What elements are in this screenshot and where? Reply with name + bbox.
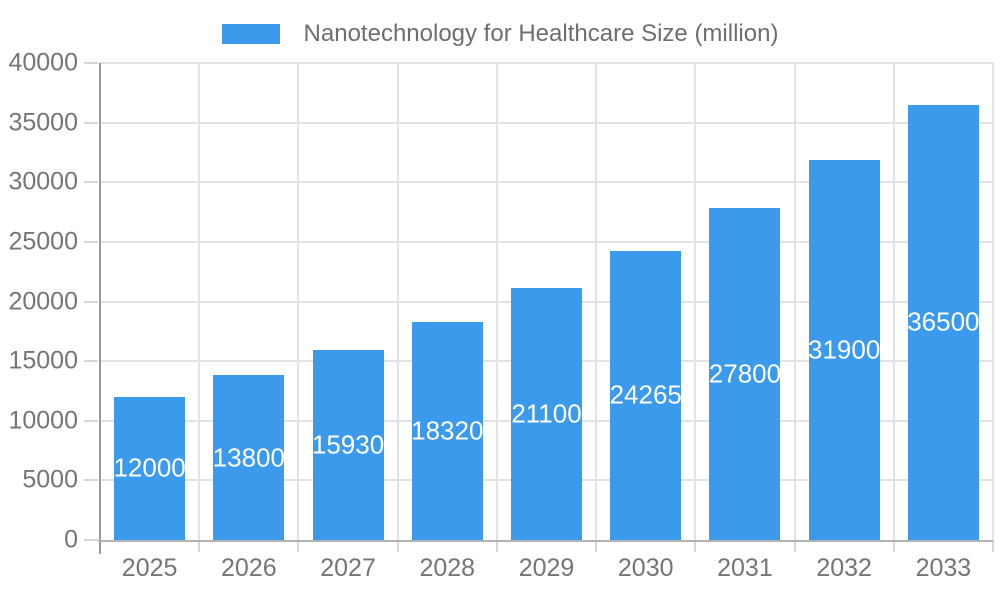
x-axis-tick xyxy=(396,540,399,552)
gridline-vertical xyxy=(297,63,300,540)
bar-2031[interactable] xyxy=(709,208,781,540)
y-axis-label: 20000 xyxy=(8,287,78,315)
y-axis-label: 30000 xyxy=(8,167,78,196)
gridline-vertical xyxy=(992,63,994,540)
y-axis-tick xyxy=(84,300,98,303)
bar-value-label: 31900 xyxy=(808,334,881,365)
x-axis-tick xyxy=(892,540,895,552)
y-axis-label: 40000 xyxy=(8,48,78,77)
x-axis-tick xyxy=(495,540,498,552)
x-axis-label: 2026 xyxy=(221,554,277,582)
y-axis-tick xyxy=(84,419,98,422)
bar-2032[interactable] xyxy=(808,159,880,540)
gridline-vertical xyxy=(892,63,895,540)
x-axis-label: 2032 xyxy=(816,554,872,582)
bar-2025[interactable] xyxy=(114,396,186,540)
bar-value-label: 15930 xyxy=(311,429,385,460)
legend-label: Nanotechnology for Healthcare Size (mill… xyxy=(303,20,779,47)
legend-item[interactable]: Nanotechnology for Healthcare Size (mill… xyxy=(0,20,1000,48)
gridline-vertical xyxy=(495,63,498,540)
gridline-horizontal xyxy=(100,240,993,243)
gridline-vertical xyxy=(198,63,201,540)
y-axis-line xyxy=(99,63,101,554)
gridline-vertical xyxy=(793,63,796,540)
x-axis-tick xyxy=(595,540,598,552)
x-axis-label: 2031 xyxy=(717,554,773,582)
gridline-vertical xyxy=(694,63,697,540)
plot-area: 12000 2025 13800 2026 15930 2027 18320 2028 2110… xyxy=(8,49,994,582)
bar-value-label: 13800 xyxy=(212,442,285,473)
gridline-vertical xyxy=(595,63,598,540)
gridline-vertical xyxy=(396,63,399,540)
bar-2026[interactable] xyxy=(213,375,285,540)
y-axis-tick xyxy=(84,181,98,184)
gridline-horizontal xyxy=(100,121,993,124)
bar-value-label: 36500 xyxy=(907,306,980,337)
bar-value-label: 24265 xyxy=(609,379,682,410)
bar-value-label: 12000 xyxy=(113,452,186,483)
gridline-horizontal xyxy=(100,62,993,64)
bar-value-label: 21100 xyxy=(511,398,582,429)
x-axis-tick xyxy=(694,540,697,552)
bar-value-label: 18320 xyxy=(411,415,484,446)
legend-swatch xyxy=(221,24,280,44)
y-axis-label: 35000 xyxy=(8,108,78,137)
x-axis-label: 2030 xyxy=(617,554,674,582)
y-axis-tick xyxy=(84,62,98,64)
x-axis-label: 2033 xyxy=(915,554,972,582)
x-axis-line xyxy=(98,540,993,542)
bar-value-label: 27800 xyxy=(708,358,782,389)
x-axis-tick xyxy=(198,540,201,552)
x-axis-label: 2025 xyxy=(121,554,178,582)
y-axis-tick xyxy=(84,240,98,243)
bar-2029[interactable] xyxy=(511,288,582,540)
y-axis-tick xyxy=(84,360,98,363)
x-axis-tick xyxy=(297,540,300,552)
gridline-horizontal xyxy=(100,181,993,184)
y-axis-label: 15000 xyxy=(8,346,78,375)
bar-2027[interactable] xyxy=(312,350,384,540)
x-axis-label: 2029 xyxy=(518,554,575,582)
bar-2028[interactable] xyxy=(411,321,483,540)
y-axis-label: 10000 xyxy=(8,406,78,435)
y-axis-tick xyxy=(84,479,98,482)
x-axis-tick xyxy=(793,540,796,552)
x-axis-label: 2027 xyxy=(320,554,376,582)
y-axis-tick xyxy=(84,539,98,541)
bar-2030[interactable] xyxy=(610,250,682,540)
y-axis-label: 25000 xyxy=(8,227,78,256)
y-axis-label: 0 xyxy=(64,525,78,554)
y-axis-label: 5000 xyxy=(22,465,78,494)
x-axis-label: 2028 xyxy=(419,554,476,582)
x-axis-tick xyxy=(992,540,994,552)
y-axis-tick xyxy=(84,121,98,124)
bar-2033[interactable] xyxy=(907,104,979,540)
